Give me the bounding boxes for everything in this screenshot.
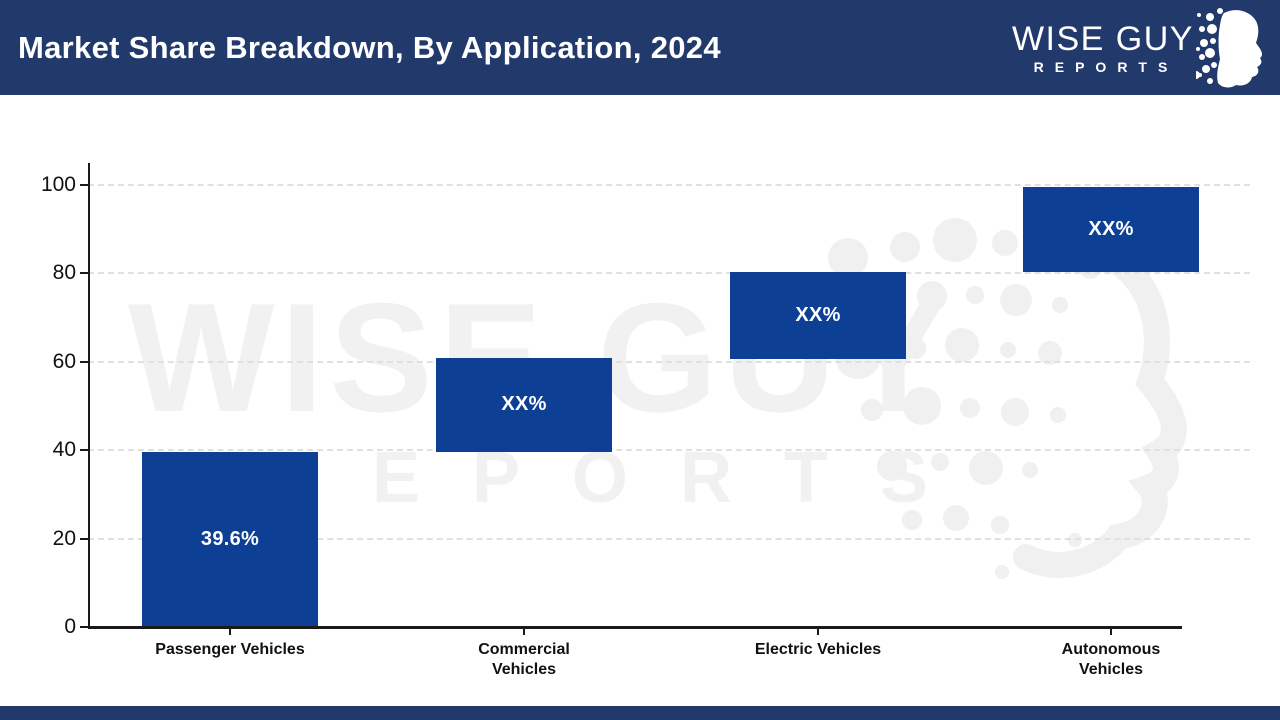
brand-head-icon [1196,7,1263,87]
x-category-label-line: Passenger Vehicles [155,641,305,658]
footer-bar [0,706,1280,720]
x-category-label: Passenger Vehicles [90,640,370,660]
y-tick-label: 0 [64,615,76,638]
x-category-label-line: Autonomous [1061,641,1161,658]
brand-subname: REPORTS [1033,59,1179,75]
gridline-y60 [88,360,1250,363]
gridline-y20 [88,537,1250,540]
x-axis-line [88,626,1182,629]
brand-logo: WISE GUY REPORTS [1012,0,1266,95]
bar-value-label: XX% [795,304,841,327]
x-tick-mark [1110,627,1112,635]
x-tick-mark [229,627,231,635]
y-tick-mark [80,184,88,186]
y-tick-mark [80,360,88,363]
y-tick-mark [80,272,88,275]
y-tick-label: 20 [52,526,76,550]
brand-name: WISE GUY [1011,20,1194,58]
x-category-label: Electric Vehicles [678,640,958,660]
gridline-y100 [88,184,1250,186]
x-category-label: Commercial Vehicles [384,640,664,680]
y-tick-mark [80,626,88,628]
y-tick-label: 100 [40,173,76,196]
page-title: Market Share Breakdown, By Application, … [18,29,721,65]
y-tick-label: 60 [52,349,76,373]
bar-electric-vehicles: XX% [730,272,906,360]
bar-commercial-vehicles: XX% [436,357,612,452]
x-category-label-line: Commercial [478,641,570,658]
bar-value-label: 39.6% [200,527,260,550]
y-tick-label: 80 [52,261,76,285]
bar-passenger-vehicles: 39.6% [142,451,318,627]
brand-logo-text: WISE GUY REPORTS [1012,22,1194,75]
x-category-label-line: Vehicles [1078,661,1144,678]
y-tick-mark [80,449,88,452]
gridline-y40 [88,449,1250,452]
bar-value-label: XX% [1088,217,1134,240]
x-category-label-line: Vehicles [491,661,557,678]
y-tick-mark [80,537,88,540]
x-category-label: Autonomous Vehicles [971,640,1251,680]
y-axis-line [88,163,90,627]
bar-value-label: XX% [501,393,547,416]
x-category-label-line: Electric Vehicles [754,641,882,658]
bar-autonomous-vehicles: XX% [1023,186,1199,272]
y-tick-label: 40 [52,438,76,462]
header-bar: Market Share Breakdown, By Application, … [0,0,1280,95]
gridline-y80 [88,272,1250,275]
x-tick-mark [523,627,525,635]
x-tick-mark [817,627,819,635]
